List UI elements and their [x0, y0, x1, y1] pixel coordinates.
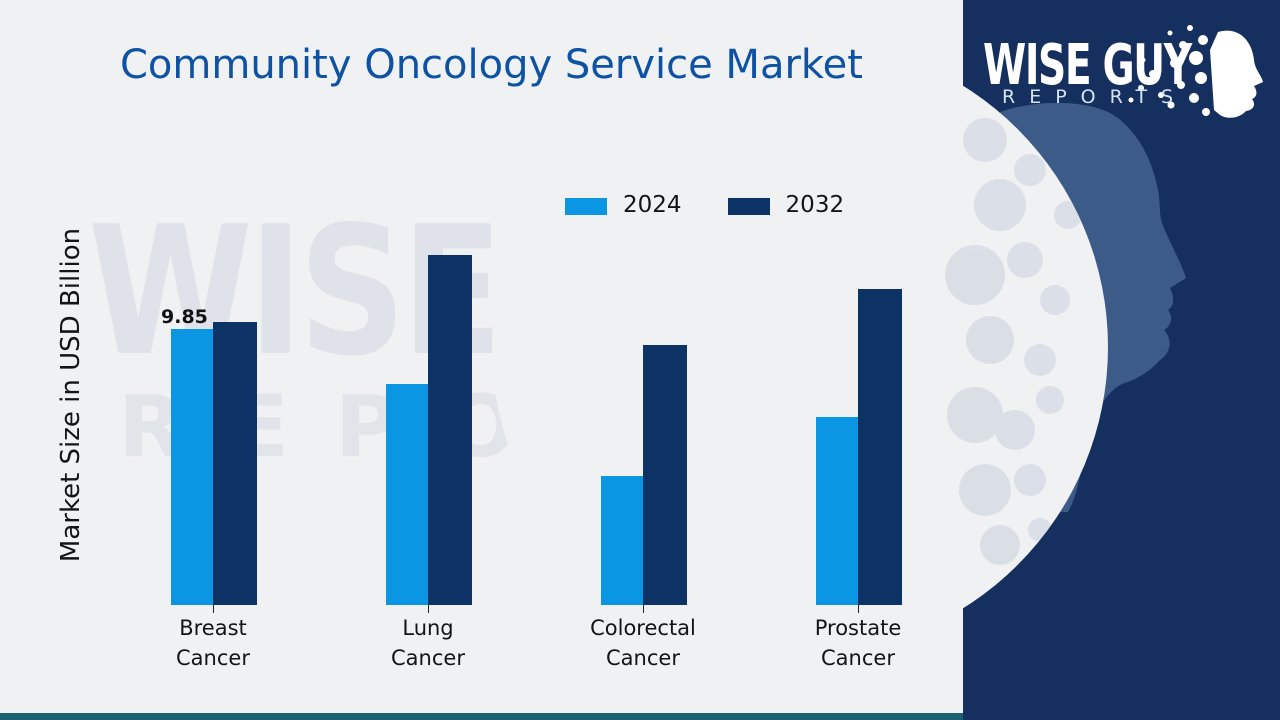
bar-2024-prostate-cancer — [816, 417, 858, 605]
bar-2032-prostate-cancer — [858, 289, 902, 605]
legend: 2024 2032 — [565, 192, 890, 218]
bar-2024-breast-cancer — [171, 329, 213, 605]
x-axis-tick — [428, 605, 429, 613]
x-axis-tick — [213, 605, 214, 613]
data-label-breast-2024: 9.85 — [161, 306, 208, 328]
x-axis-tick — [858, 605, 859, 613]
category-label-colorectal-cancer: Colorectal Cancer — [590, 616, 696, 671]
logo-reports-text: REPORTS — [1002, 86, 1188, 108]
legend-label-2032: 2032 — [785, 192, 845, 218]
legend-swatch-2032 — [727, 197, 770, 215]
bar-2032-lung-cancer — [428, 255, 472, 605]
category-label-breast-cancer: Breast Cancer — [176, 616, 250, 671]
category-label-lung-cancer: Lung Cancer — [391, 616, 465, 671]
x-axis-tick — [643, 605, 644, 613]
bar-2024-lung-cancer — [386, 384, 428, 605]
legend-label-2024: 2024 — [623, 192, 682, 218]
bar-2032-colorectal-cancer — [643, 345, 687, 605]
y-axis-label: Market Size in USD Billion — [56, 227, 86, 563]
bar-2024-colorectal-cancer — [601, 476, 643, 605]
legend-swatch-2024 — [565, 197, 607, 215]
category-label-prostate-cancer: Prostate Cancer — [814, 616, 902, 671]
bar-2032-breast-cancer — [213, 322, 257, 605]
chart-title: Community Oncology Service Market — [120, 42, 863, 88]
